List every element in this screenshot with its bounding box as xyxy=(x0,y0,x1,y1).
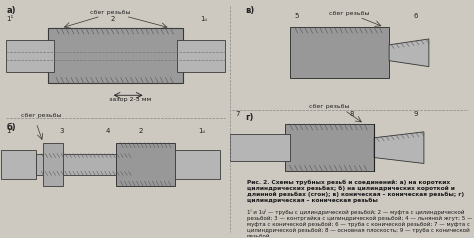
Text: Рис. 2. Схемы трубных резьб и соединений: а) на коротких цилиндрических резьбах;: Рис. 2. Схемы трубных резьб и соединений… xyxy=(247,179,464,203)
Bar xyxy=(1,150,36,179)
Bar xyxy=(36,154,136,175)
Text: 1ᵢᵢ: 1ᵢᵢ xyxy=(198,128,205,134)
Text: 1¹: 1¹ xyxy=(6,128,14,134)
Bar xyxy=(43,143,63,186)
Bar xyxy=(48,28,183,84)
Bar xyxy=(285,124,374,171)
Text: 6: 6 xyxy=(414,13,419,19)
Text: г): г) xyxy=(245,113,253,122)
Text: сбег резьбы: сбег резьбы xyxy=(329,11,370,16)
Text: 2: 2 xyxy=(138,128,143,134)
Text: сбег резьбы: сбег резьбы xyxy=(91,10,131,15)
Text: 3: 3 xyxy=(59,128,64,134)
Text: 9: 9 xyxy=(414,111,419,117)
Bar xyxy=(116,143,175,186)
Text: сбег резьбы: сбег резьбы xyxy=(309,104,350,109)
Bar xyxy=(290,27,389,79)
Text: 8: 8 xyxy=(349,111,354,117)
Polygon shape xyxy=(374,132,424,164)
Text: а): а) xyxy=(6,6,16,15)
Text: зазор 2-3 мм: зазор 2-3 мм xyxy=(109,97,151,102)
Text: 1¹: 1¹ xyxy=(6,16,14,22)
Bar xyxy=(6,40,54,72)
Text: сбег резьбы: сбег резьбы xyxy=(21,113,62,118)
Text: в): в) xyxy=(245,6,254,15)
Bar xyxy=(175,150,220,179)
Bar xyxy=(177,40,225,72)
Text: 4: 4 xyxy=(106,128,110,134)
Polygon shape xyxy=(389,39,429,67)
Text: 1ᵢᵢ: 1ᵢᵢ xyxy=(200,16,207,22)
Text: 7: 7 xyxy=(235,111,239,117)
Text: 2: 2 xyxy=(111,16,115,22)
Bar xyxy=(230,134,290,162)
Text: б): б) xyxy=(6,123,16,132)
Text: 1ᴵ и 1ᴜᴵ — трубы с цилиндрической резьбой; 2 — муфта с цилиндрической резьбой; 3: 1ᴵ и 1ᴜᴵ — трубы с цилиндрической резьбо… xyxy=(247,209,473,238)
Text: 5: 5 xyxy=(295,13,299,19)
